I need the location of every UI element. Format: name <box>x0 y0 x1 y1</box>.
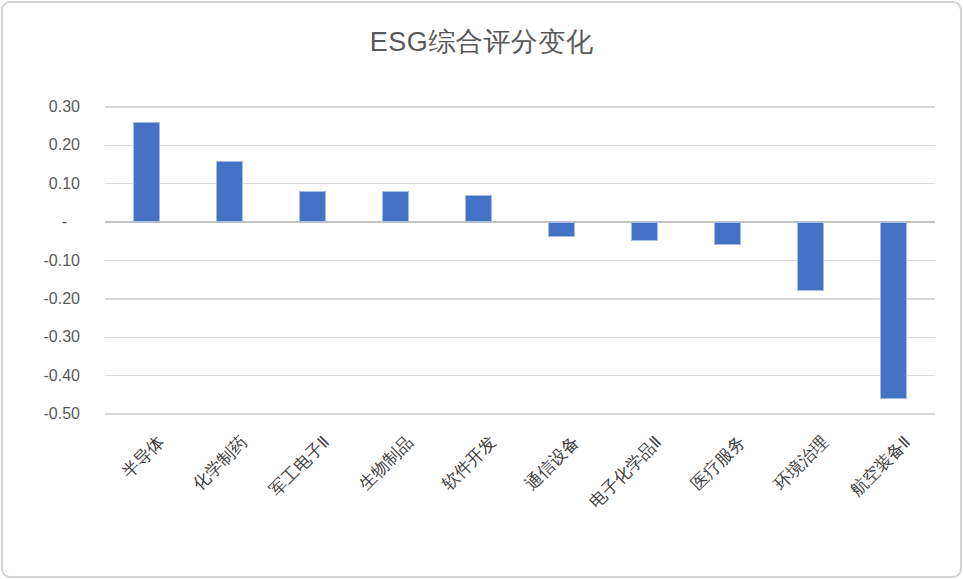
x-axis-label: 生物制品 <box>353 431 417 495</box>
x-axis-label: 化学制药 <box>187 431 251 495</box>
chart-bar <box>216 161 243 222</box>
gridline <box>105 298 935 299</box>
y-axis-tick-label: 0.20 <box>20 136 80 154</box>
chart-bar <box>299 191 326 222</box>
y-axis-tick-label: -0.40 <box>20 367 80 385</box>
y-axis-tick-label: - <box>20 213 80 231</box>
y-axis-tick-label: -0.50 <box>20 405 80 423</box>
x-axis-label: 通信设备 <box>519 431 583 495</box>
y-axis-tick-label: -0.10 <box>20 252 80 270</box>
gridline <box>105 375 935 376</box>
gridline <box>105 145 935 146</box>
x-axis-label: 电子化学品Ⅱ <box>584 431 666 513</box>
x-axis-label: 医疗服务 <box>685 431 749 495</box>
x-axis-label: 软件开发 <box>436 431 500 495</box>
chart-bar <box>714 222 741 245</box>
y-axis-tick-label: -0.20 <box>20 290 80 308</box>
x-axis-label: 航空装备Ⅱ <box>845 431 915 501</box>
chart-bar <box>631 222 658 241</box>
chart-canvas: ESG综合评分变化 0.300.200.10--0.10-0.20-0.30-0… <box>0 0 963 579</box>
chart-bar <box>880 222 907 399</box>
x-axis-label: 半导体 <box>116 431 168 483</box>
y-axis-tick-label: 0.10 <box>20 175 80 193</box>
chart-bar <box>133 122 160 222</box>
chart-frame: ESG综合评分变化 0.300.200.10--0.10-0.20-0.30-0… <box>1 1 962 578</box>
chart-bar <box>382 191 409 222</box>
chart-bar <box>465 195 492 222</box>
chart-bar <box>548 222 575 237</box>
gridline <box>105 413 935 414</box>
y-axis-tick-label: 0.30 <box>20 98 80 116</box>
plot-area: 0.30 0.20 0.10 - -0.10 -0.20 -0.30 -0.40 -0.50 半导… <box>2 2 959 575</box>
y-axis-tick-label: -0.30 <box>20 328 80 346</box>
gridline <box>105 106 935 107</box>
x-axis-label: 军工电子Ⅱ <box>264 431 334 501</box>
gridline <box>105 337 935 338</box>
chart-bar <box>797 222 824 291</box>
x-axis-label: 环境治理 <box>768 431 832 495</box>
